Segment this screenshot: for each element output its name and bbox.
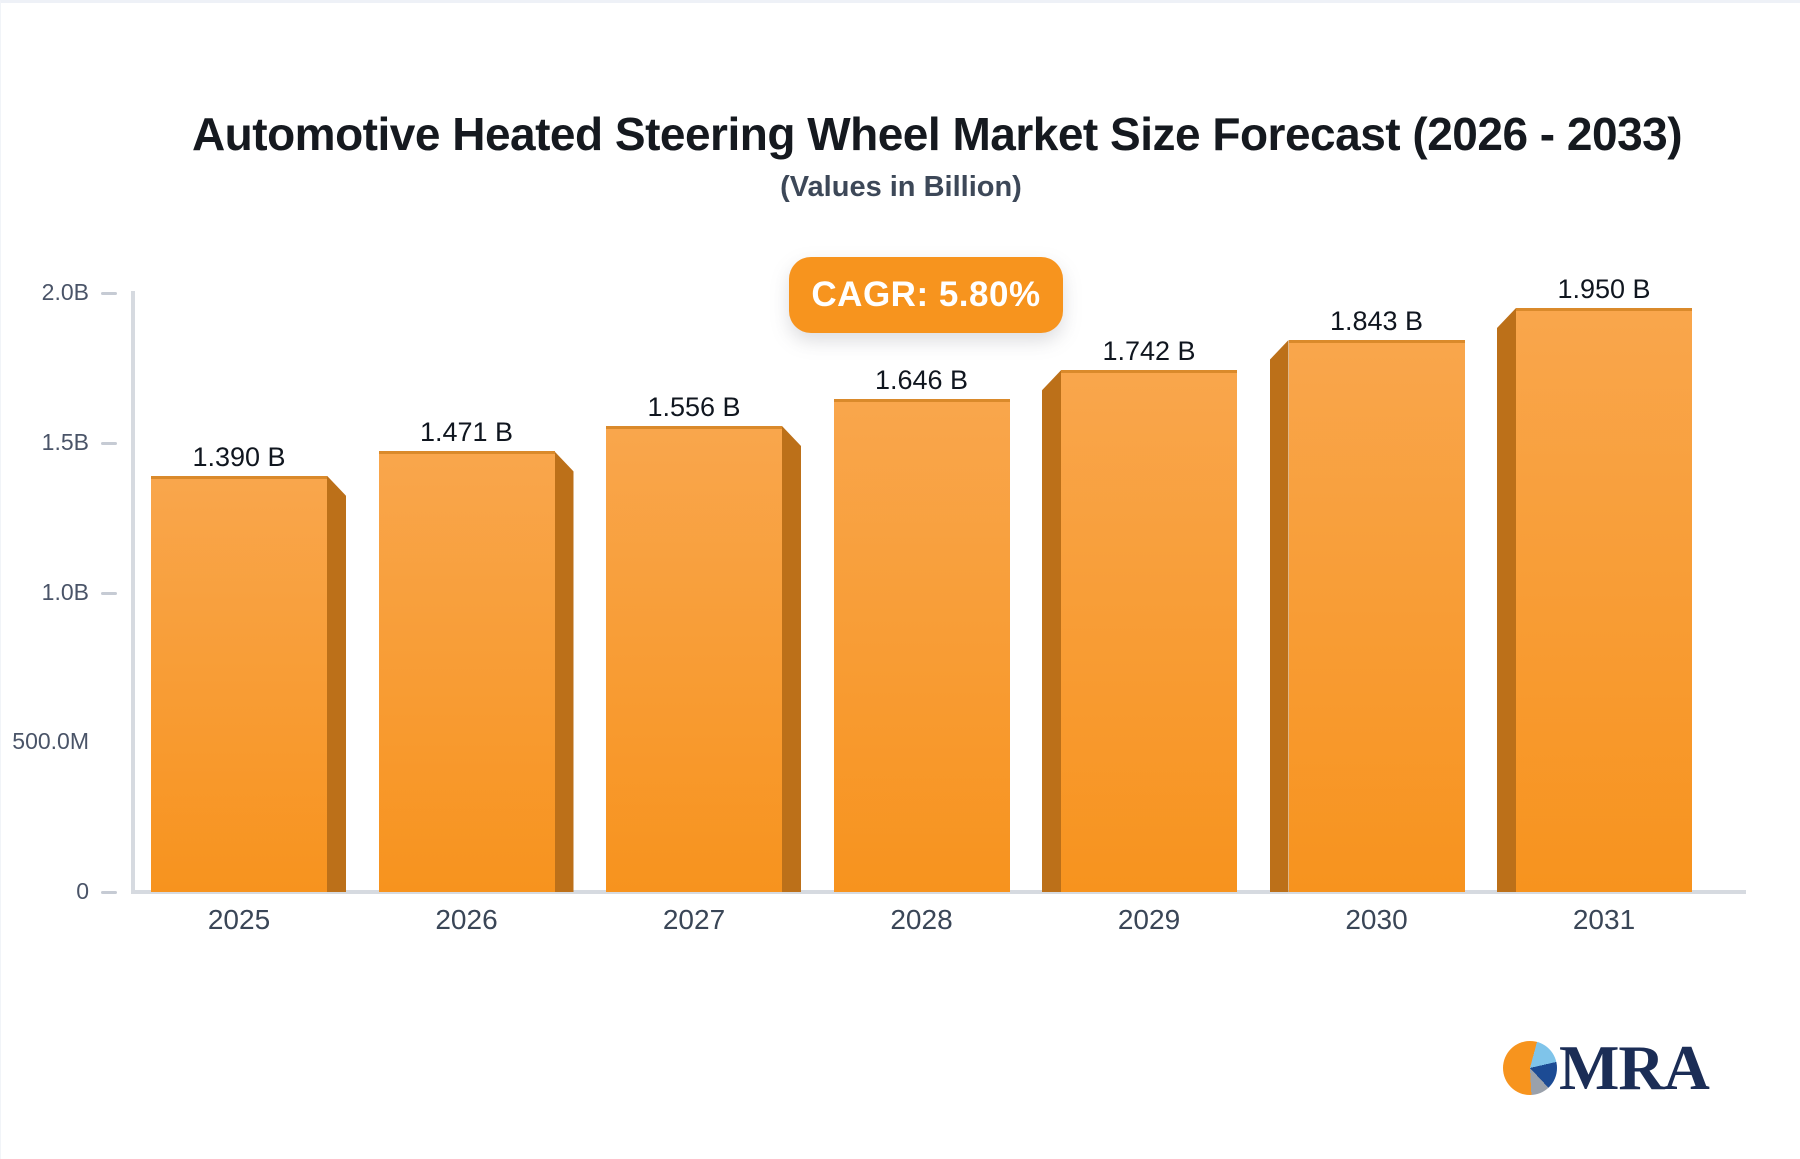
bar-value-label: 1.646 B [874,365,969,396]
x-axis-line [131,890,1746,894]
bar-side-face [1042,370,1061,892]
bar [833,399,1010,892]
bar-side-face [554,451,574,892]
x-axis-label: 2029 [1117,904,1181,935]
y-axis-tick [101,441,117,445]
y-axis-tick [101,591,117,595]
y-axis-label: 1.5B [41,428,89,455]
bar-value-label: 1.742 B [1102,336,1196,367]
y-axis-tick [101,891,117,894]
bar-value-label: 1.471 B [419,417,514,448]
bar-side-face [1497,307,1516,892]
mra-logo: MRA [1503,1032,1710,1103]
bar-value-label: 1.843 B [1329,306,1424,337]
x-axis-label: 2025 [207,904,271,935]
x-axis-label: 2026 [435,904,498,935]
x-axis-label: 2030 [1345,904,1408,935]
x-axis-label: 2031 [1572,904,1636,935]
y-axis-tick [101,292,117,295]
y-axis-label: 1.0B [41,578,89,605]
x-axis-label: 2027 [662,904,726,935]
bar [1061,370,1237,892]
bar-side-face [782,425,801,892]
y-axis-label: 500.0M [12,728,89,755]
chart-subtitle: (Values in Billion) [780,171,1022,203]
x-axis-label: 2028 [890,904,953,935]
y-axis-label: 0 [76,878,89,904]
bar [378,451,555,892]
cagr-badge: CAGR: 5.80% [789,257,1063,333]
pie-chart-logo-icon [1503,1041,1557,1095]
bar-value-label: 1.950 B [1557,273,1651,304]
bar [1288,340,1465,892]
bar [1516,307,1692,892]
bar-value-label: 1.390 B [192,441,286,472]
logo-text: MRA [1559,1032,1710,1103]
bar [151,475,327,892]
chart-title: Automotive Heated Steering Wheel Market … [191,108,1683,160]
y-axis-line [131,291,135,894]
y-axis-label: 2.0B [41,279,89,305]
bar-side-face [327,475,346,892]
bar-side-face [1269,340,1289,892]
bar [606,425,782,892]
bar-value-label: 1.556 B [647,391,741,422]
